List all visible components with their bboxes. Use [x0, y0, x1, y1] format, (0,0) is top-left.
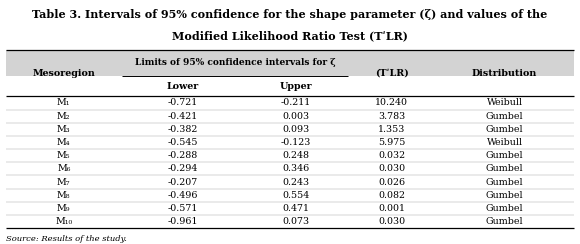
Text: Source: Results of the study.: Source: Results of the study. [6, 235, 126, 244]
Text: 0.032: 0.032 [378, 151, 405, 160]
Text: Gumbel: Gumbel [486, 178, 523, 186]
Text: (TʹLR): (TʹLR) [375, 69, 408, 78]
Text: Gumbel: Gumbel [486, 125, 523, 134]
Text: 0.001: 0.001 [378, 204, 405, 213]
Text: -0.294: -0.294 [168, 164, 198, 173]
Text: M₈: M₈ [57, 191, 71, 200]
Text: M₄: M₄ [57, 138, 71, 147]
Text: M₃: M₃ [57, 125, 71, 134]
Text: M₁₀: M₁₀ [55, 217, 72, 226]
Text: 0.554: 0.554 [282, 191, 309, 200]
Text: Table 3. Intervals of 95% confidence for the shape parameter (ζ) and values of t: Table 3. Intervals of 95% confidence for… [32, 9, 548, 20]
Text: 0.073: 0.073 [282, 217, 309, 226]
Text: M₉: M₉ [57, 204, 71, 213]
Text: 0.248: 0.248 [282, 151, 309, 160]
Text: 0.093: 0.093 [282, 125, 309, 134]
Text: -0.721: -0.721 [168, 99, 198, 107]
Text: Gumbel: Gumbel [486, 164, 523, 173]
Text: Mesoregion: Mesoregion [32, 69, 95, 78]
Text: 5.975: 5.975 [378, 138, 405, 147]
Text: Weibull: Weibull [487, 99, 523, 107]
Text: Lower: Lower [166, 81, 199, 91]
Text: 0.346: 0.346 [282, 164, 309, 173]
Text: Gumbel: Gumbel [486, 151, 523, 160]
Text: M₆: M₆ [57, 164, 71, 173]
Text: Modified Likelihood Ratio Test (TʹLR): Modified Likelihood Ratio Test (TʹLR) [172, 30, 408, 41]
Text: -0.545: -0.545 [168, 138, 198, 147]
Text: M₂: M₂ [57, 112, 71, 121]
Text: -0.123: -0.123 [281, 138, 311, 147]
Text: -0.207: -0.207 [168, 178, 198, 186]
Text: Limits of 95% confidence intervals for ζ: Limits of 95% confidence intervals for ζ [135, 58, 335, 67]
Text: 0.471: 0.471 [282, 204, 309, 213]
Text: M₁: M₁ [57, 99, 71, 107]
Text: 0.082: 0.082 [378, 191, 405, 200]
Text: 0.026: 0.026 [378, 178, 405, 186]
Text: 10.240: 10.240 [375, 99, 408, 107]
Text: Gumbel: Gumbel [486, 191, 523, 200]
Text: Distribution: Distribution [472, 69, 537, 78]
Text: Upper: Upper [280, 81, 312, 91]
Text: -0.421: -0.421 [168, 112, 198, 121]
Text: Gumbel: Gumbel [486, 217, 523, 226]
Text: M₅: M₅ [57, 151, 71, 160]
Text: 0.030: 0.030 [378, 217, 405, 226]
Text: -0.571: -0.571 [168, 204, 198, 213]
Text: M₇: M₇ [57, 178, 71, 186]
Text: 0.030: 0.030 [378, 164, 405, 173]
Text: -0.496: -0.496 [168, 191, 198, 200]
Text: -0.382: -0.382 [168, 125, 198, 134]
Text: 0.003: 0.003 [282, 112, 309, 121]
Text: Gumbel: Gumbel [486, 112, 523, 121]
Text: 1.353: 1.353 [378, 125, 405, 134]
Text: Weibull: Weibull [487, 138, 523, 147]
Text: Gumbel: Gumbel [486, 204, 523, 213]
Text: 3.783: 3.783 [378, 112, 405, 121]
Text: -0.288: -0.288 [168, 151, 198, 160]
Text: -0.961: -0.961 [168, 217, 198, 226]
Text: -0.211: -0.211 [281, 99, 311, 107]
Text: 0.243: 0.243 [282, 178, 309, 186]
Bar [6, 50, 574, 76]
